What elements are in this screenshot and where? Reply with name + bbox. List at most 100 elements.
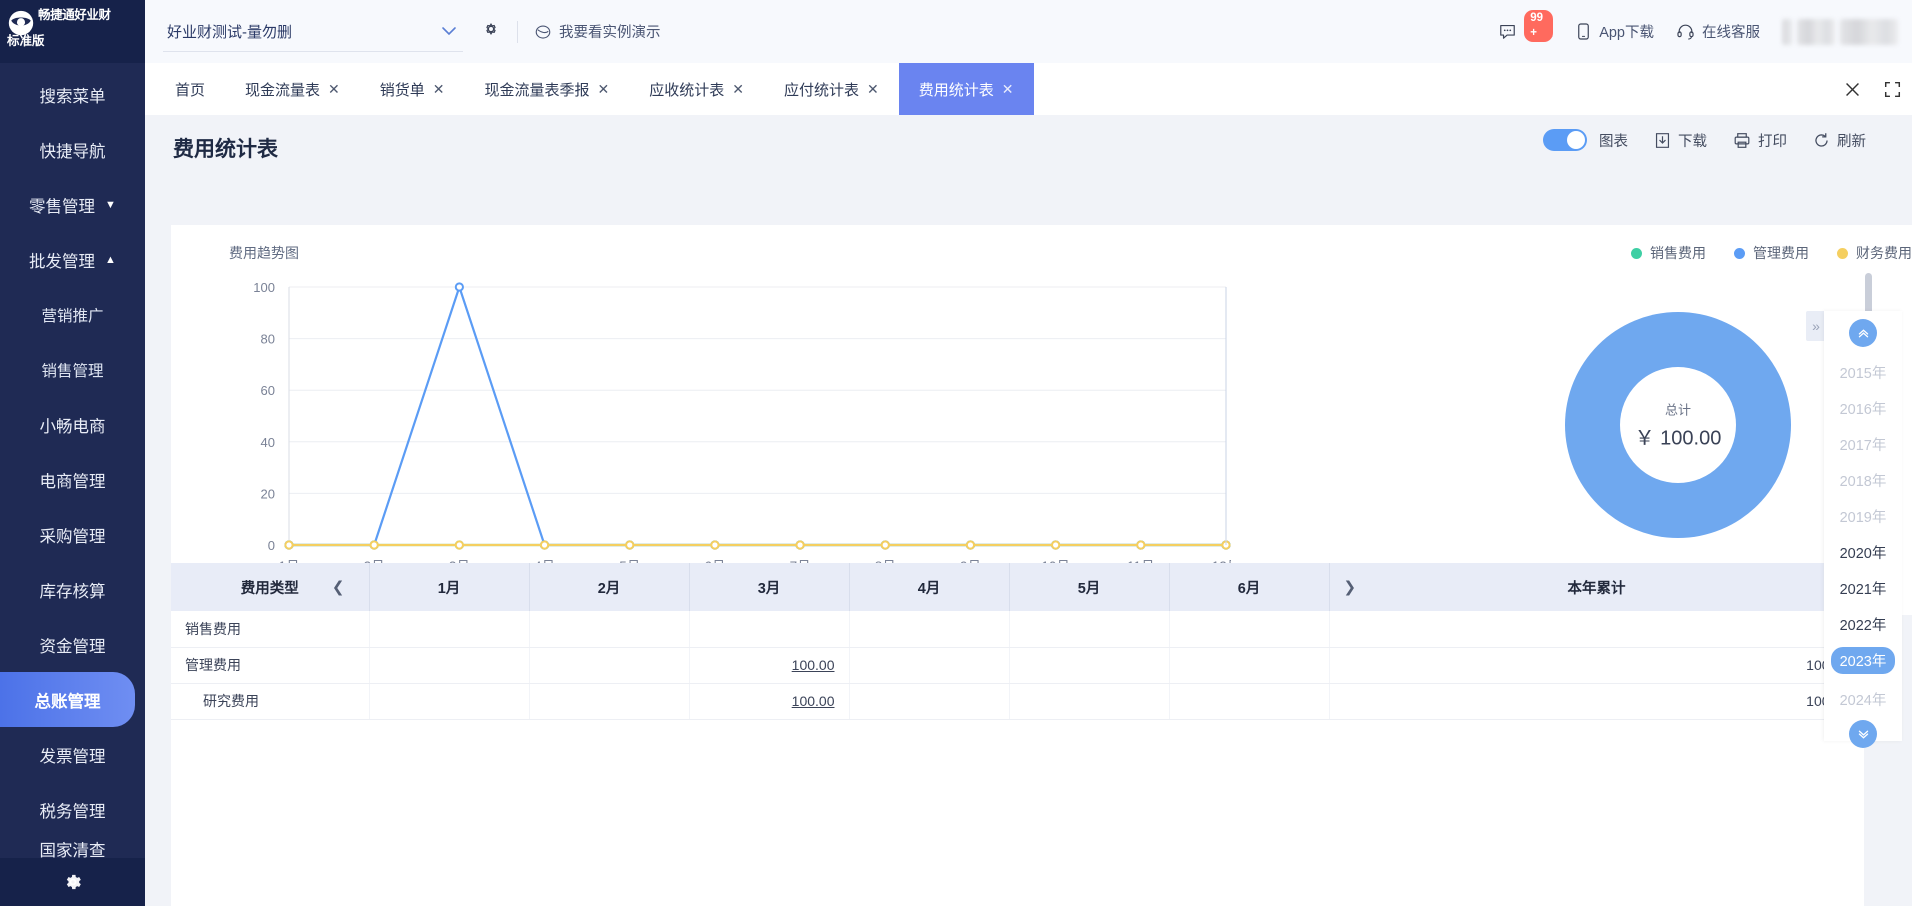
cell: [1009, 647, 1170, 684]
close-icon[interactable]: ✕: [867, 80, 879, 97]
tab-sales-order[interactable]: 销货单 ✕: [360, 63, 465, 115]
tab-payable-stats[interactable]: 应付统计表 ✕: [764, 63, 899, 115]
year-option-2016[interactable]: 2016年: [1839, 402, 1887, 418]
close-all-tabs-button[interactable]: [1832, 63, 1872, 115]
col-mar: 3月: [689, 563, 850, 611]
year-option-2015[interactable]: 2015年: [1839, 366, 1887, 382]
legend-dot: [1734, 247, 1745, 259]
app-download-button[interactable]: App下载: [1575, 21, 1654, 42]
tab-label: 首页: [175, 81, 206, 99]
chevron-down-icon: ▼: [105, 198, 116, 211]
chevron-left-icon[interactable]: ❮: [331, 579, 345, 596]
data-point[interactable]: [539, 540, 550, 550]
legend-label: 财务费用: [1856, 245, 1912, 261]
cell-link[interactable]: 100.00: [791, 657, 835, 673]
legend-item-sales[interactable]: 销售费用: [1631, 243, 1706, 263]
cell: [849, 647, 1010, 684]
data-point[interactable]: [1136, 540, 1146, 550]
year-option-2023[interactable]: 2023年: [1830, 647, 1896, 674]
sidebar-item-ecommerce[interactable]: 电商管理: [0, 452, 145, 507]
demo-link[interactable]: 我要看实例演示: [534, 21, 661, 42]
data-point[interactable]: [454, 282, 464, 292]
sidebar-item-quicknav[interactable]: 快捷导航: [0, 122, 145, 177]
sidebar-item-invoice[interactable]: 发票管理: [0, 727, 145, 782]
chart-toggle[interactable]: [1543, 129, 1587, 151]
cell-link[interactable]: 100.00: [791, 693, 835, 709]
chevrons-down-icon: [1858, 730, 1868, 739]
tab-receivable-stats[interactable]: 应收统计表 ✕: [629, 63, 764, 115]
close-icon[interactable]: ✕: [328, 80, 340, 97]
close-icon[interactable]: ✕: [1001, 80, 1014, 97]
sidebar-item-retail[interactable]: 零售管理 ▼: [0, 177, 145, 232]
sidebar: 畅捷通好业财 标准版 搜索菜单 快捷导航 零售管理 ▼ 批发管理 ▲ 营销推广 销售…: [0, 0, 145, 906]
fullscreen-button[interactable]: [1872, 63, 1912, 115]
cell: [529, 647, 690, 684]
table-row[interactable]: 销售费用: [171, 611, 1864, 648]
online-support-button[interactable]: 在线客服: [1676, 21, 1760, 42]
messages-button[interactable]: 消息 99 +: [1498, 10, 1554, 42]
donut-center-text: 总计 ￥ 100.00: [1538, 400, 1818, 451]
legend-item-finance[interactable]: 财务费用: [1837, 243, 1912, 263]
sidebar-item-wholesale[interactable]: 批发管理 ▲: [0, 232, 145, 287]
sidebar-item-national-check[interactable]: 国家清查: [0, 837, 145, 863]
sidebar-settings-button[interactable]: [0, 858, 145, 906]
tab-home[interactable]: 首页: [155, 63, 225, 115]
divider: [517, 20, 518, 43]
sidebar-item-label: 销售管理: [41, 362, 104, 380]
table-row[interactable]: 管理费用 100.00 100.00: [171, 647, 1864, 684]
data-point[interactable]: [284, 540, 294, 550]
org-selector[interactable]: 好业财测试-量勿删: [163, 12, 463, 52]
expense-table-element: 费用类型 ❮ 1月 2月 3月 4月 5月 6月 ❯ 本年累计: [171, 563, 1864, 720]
year-option-2019[interactable]: 2019年: [1839, 510, 1887, 526]
sidebar-item-search[interactable]: 搜索菜单: [0, 67, 145, 122]
user-account[interactable]: [1782, 18, 1898, 45]
mobile-icon: [1578, 23, 1590, 40]
data-point[interactable]: [880, 540, 890, 550]
sidebar-item-marketing[interactable]: 营销推广: [0, 287, 145, 342]
print-button[interactable]: 打印: [1733, 130, 1787, 151]
data-point[interactable]: [625, 540, 635, 550]
download-button[interactable]: 下载: [1654, 130, 1707, 151]
close-icon[interactable]: ✕: [432, 80, 445, 97]
tab-cashflow-quarterly[interactable]: 现金流量表季报 ✕: [465, 63, 630, 115]
refresh-button[interactable]: 刷新: [1813, 130, 1866, 151]
chevron-right-icon[interactable]: ❯: [1343, 579, 1357, 596]
sidebar-item-inventory[interactable]: 库存核算: [0, 562, 145, 617]
sidebar-item-purchase[interactable]: 采购管理: [0, 507, 145, 562]
year-option-2017[interactable]: 2017年: [1839, 438, 1887, 454]
year-option-2018[interactable]: 2018年: [1839, 474, 1887, 490]
tab-expense-stats[interactable]: 费用统计表 ✕: [898, 63, 1034, 115]
sidebar-item-xiaochang-ec[interactable]: 小畅电商: [0, 397, 145, 452]
cell: [1169, 647, 1330, 684]
year-option-2020[interactable]: 2020年: [1839, 546, 1887, 562]
cell: [369, 611, 530, 648]
year-scroll-up-button[interactable]: [1849, 319, 1877, 347]
year-panel-collapse-handle[interactable]: »: [1806, 311, 1826, 341]
data-point[interactable]: [1051, 540, 1061, 550]
sidebar-item-ledger[interactable]: 总账管理: [0, 672, 135, 727]
legend-item-admin[interactable]: 管理费用: [1734, 243, 1809, 263]
sidebar-item-sales[interactable]: 销售管理: [0, 342, 145, 397]
tab-label: 现金流量表季报: [484, 81, 590, 99]
year-option-2022[interactable]: 2022年: [1839, 618, 1887, 634]
data-point[interactable]: [369, 540, 379, 550]
data-point[interactable]: [454, 540, 464, 550]
table-head: 费用类型 ❮ 1月 2月 3月 4月 5月 6月 ❯ 本年累计: [171, 563, 1864, 611]
org-settings-button[interactable]: [481, 19, 501, 44]
year-option-2021[interactable]: 2021年: [1839, 582, 1887, 598]
close-icon: [1845, 82, 1859, 96]
tab-cashflow[interactable]: 现金流量表 ✕: [225, 63, 360, 115]
sidebar-item-tax[interactable]: 税务管理: [0, 782, 145, 837]
data-point[interactable]: [965, 540, 976, 550]
close-icon[interactable]: ✕: [732, 80, 745, 97]
year-option-2024[interactable]: 2024年: [1839, 693, 1887, 709]
sidebar-item-label: 营销推广: [41, 307, 104, 325]
expense-donut-chart: 总计 ￥ 100.00: [1538, 285, 1818, 565]
data-point[interactable]: [795, 540, 805, 550]
table-row[interactable]: 研究费用 100.00 100.00: [171, 683, 1864, 720]
close-icon[interactable]: ✕: [597, 80, 610, 97]
year-scroll-down-button[interactable]: [1849, 720, 1877, 748]
data-point[interactable]: [710, 540, 720, 550]
tab-label: 应收统计表: [649, 81, 725, 99]
sidebar-item-funds[interactable]: 资金管理: [0, 617, 145, 672]
